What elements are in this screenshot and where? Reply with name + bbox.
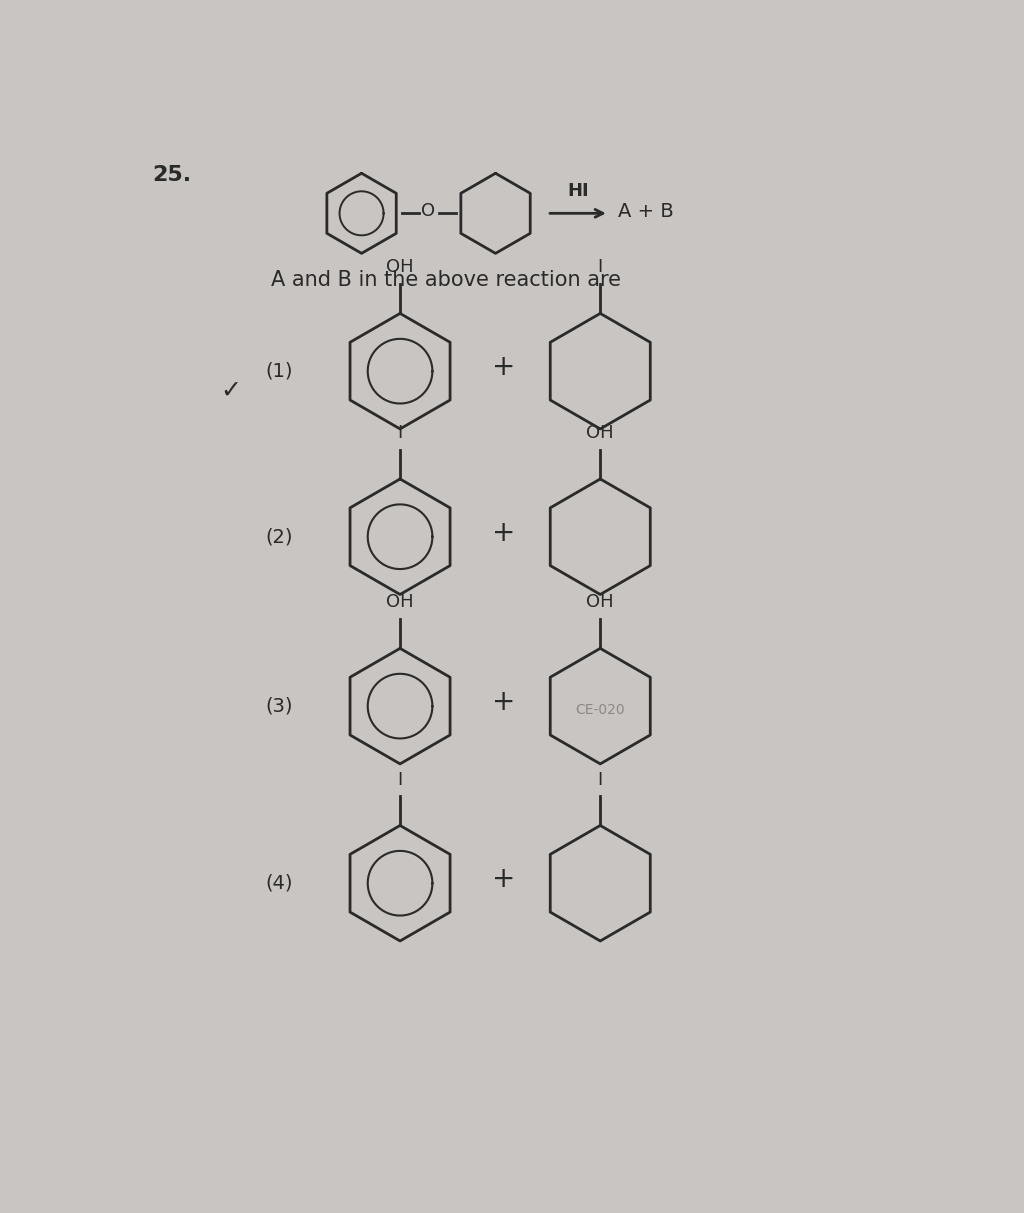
Text: 25.: 25.	[153, 165, 191, 184]
Text: A + B: A + B	[617, 203, 674, 221]
Text: I: I	[598, 258, 603, 277]
Text: +: +	[493, 353, 516, 381]
Text: OH: OH	[386, 258, 414, 277]
Text: +: +	[493, 865, 516, 893]
Text: A and B in the above reaction are: A and B in the above reaction are	[271, 270, 622, 290]
Text: I: I	[397, 770, 402, 788]
Text: (4): (4)	[265, 873, 293, 893]
Text: +: +	[493, 519, 516, 547]
Text: I: I	[598, 770, 603, 788]
Text: CE-020: CE-020	[575, 704, 625, 717]
Text: OH: OH	[587, 425, 614, 442]
Text: OH: OH	[587, 593, 614, 611]
Text: I: I	[397, 425, 402, 442]
Text: +: +	[493, 688, 516, 716]
Text: (3): (3)	[265, 696, 293, 716]
Text: OH: OH	[386, 593, 414, 611]
Text: (1): (1)	[265, 361, 293, 381]
Text: ✓: ✓	[220, 378, 242, 403]
Text: (2): (2)	[265, 528, 293, 546]
Text: O: O	[422, 203, 435, 220]
Text: HI: HI	[567, 182, 589, 200]
